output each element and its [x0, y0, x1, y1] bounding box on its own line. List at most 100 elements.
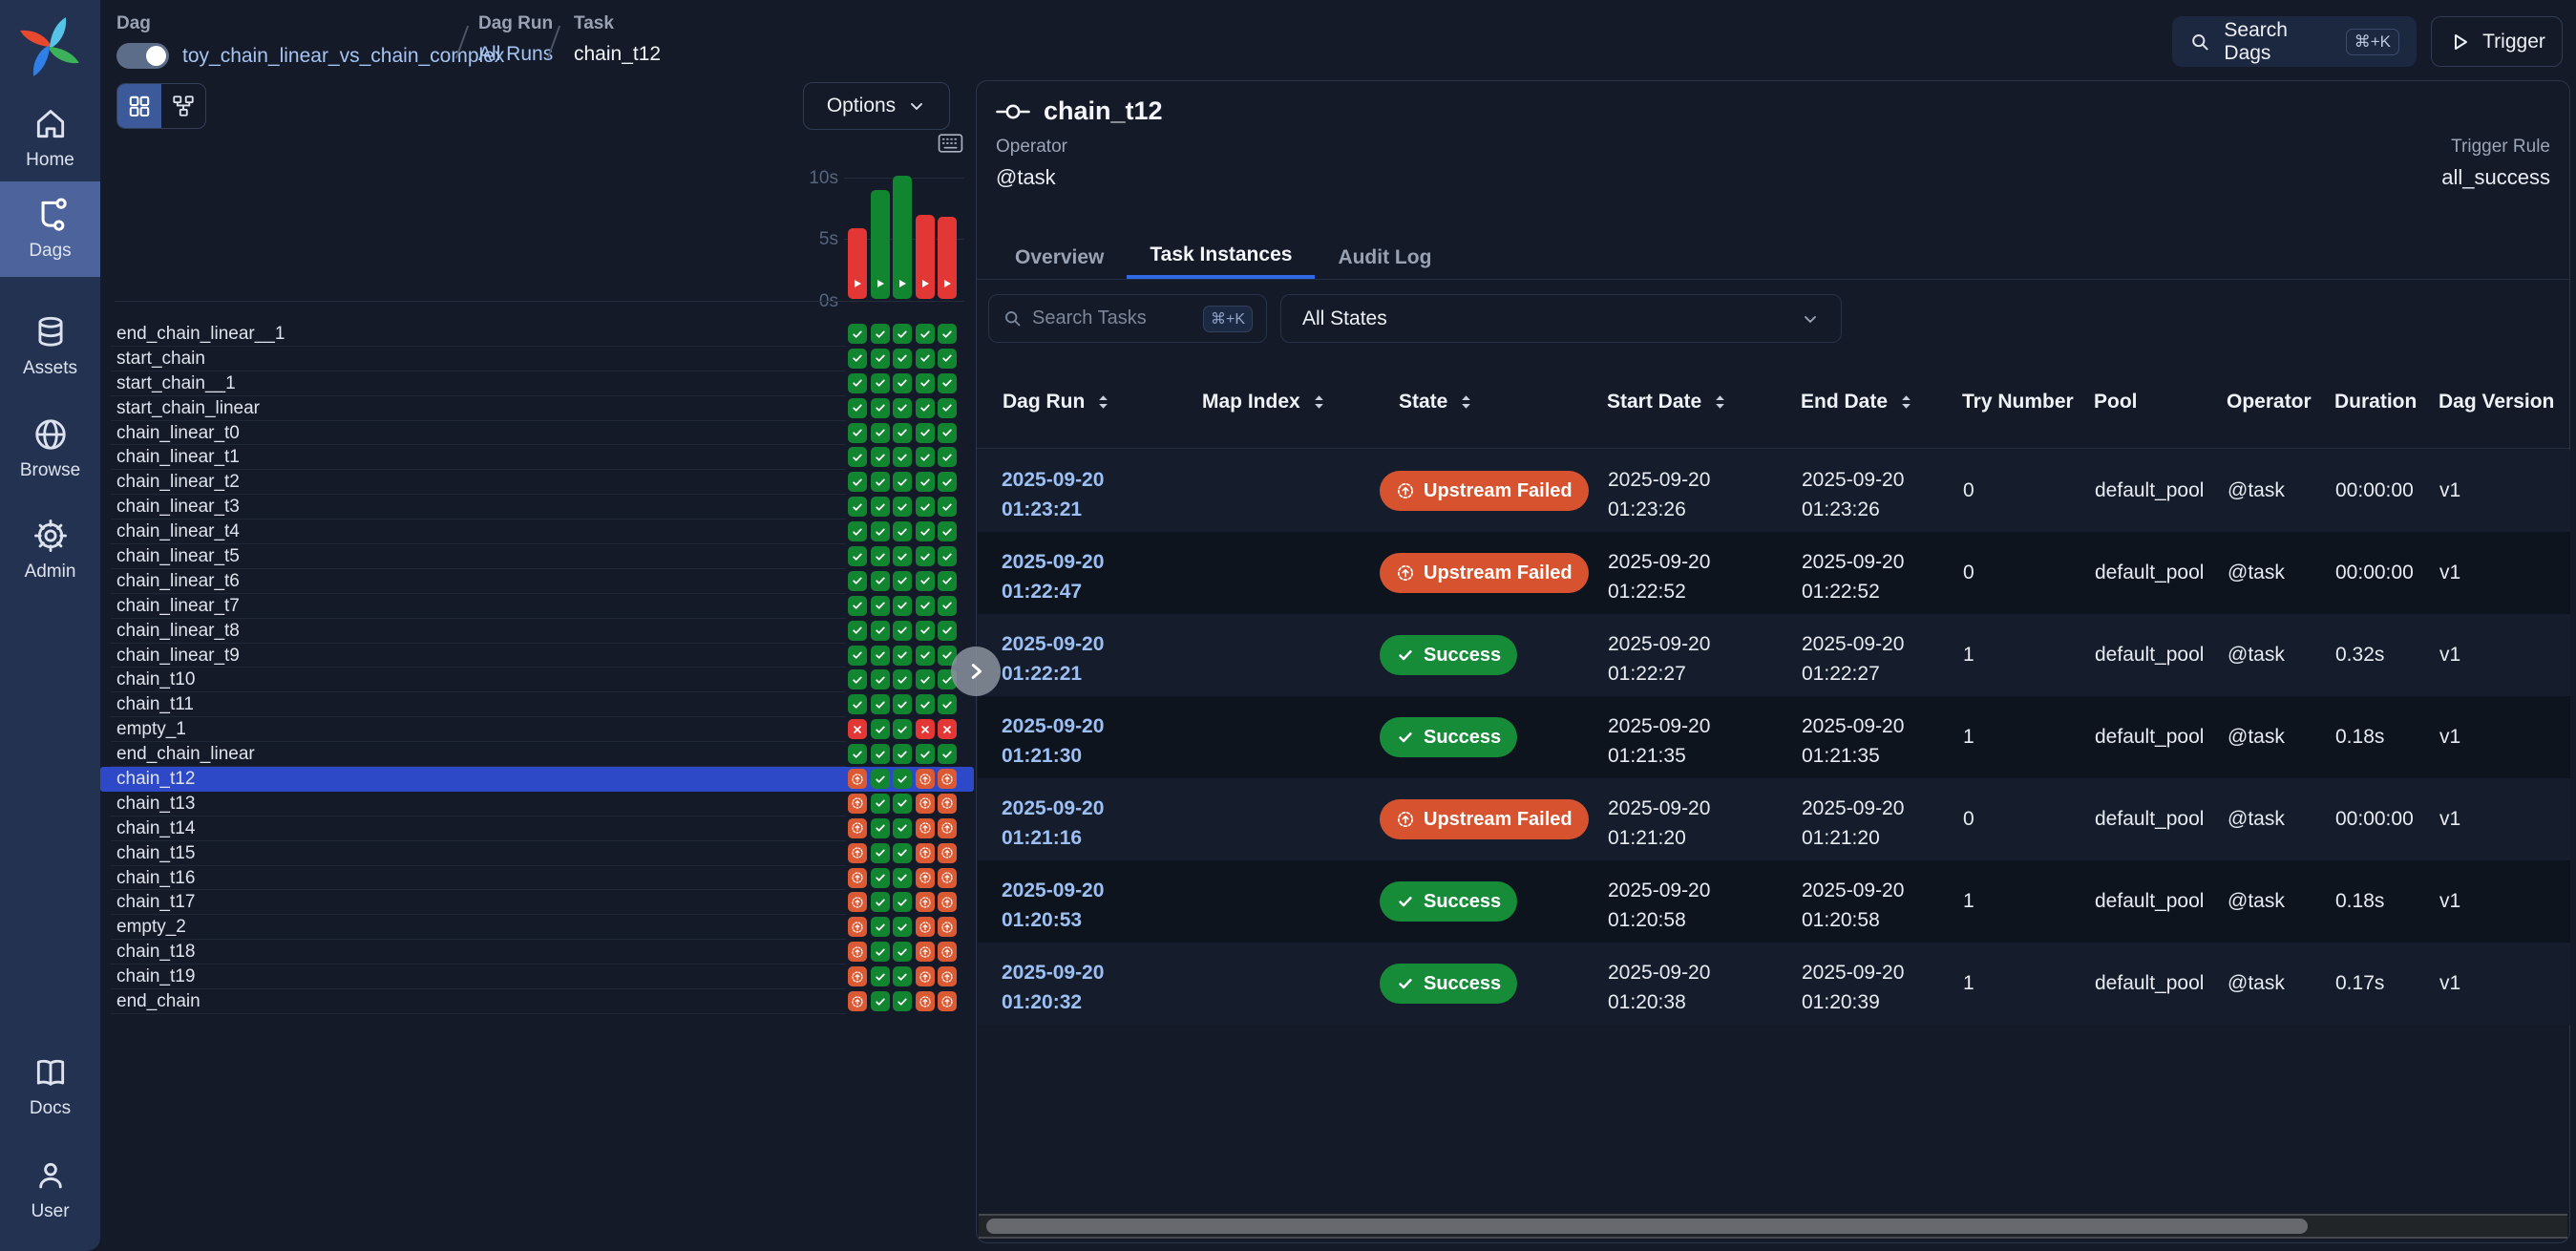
breadcrumb-dagrun-value[interactable]: All Runs: [478, 43, 554, 65]
task-instance-square-upstream_failed[interactable]: [848, 991, 867, 1012]
airflow-logo-icon[interactable]: [14, 11, 85, 82]
task-instance-square-success[interactable]: [893, 324, 912, 344]
task-instance-square-success[interactable]: [848, 372, 867, 393]
task-instance-square-upstream_failed[interactable]: [915, 917, 935, 938]
task-instance-square-success[interactable]: [938, 397, 957, 418]
search-tasks-input[interactable]: [1032, 307, 1193, 329]
task-instance-square-success[interactable]: [938, 744, 957, 765]
task-grid-row[interactable]: chain_linear_t5: [100, 544, 974, 569]
task-instance-square-success[interactable]: [848, 620, 867, 641]
task-instance-square-success[interactable]: [893, 719, 912, 740]
task-instance-square-upstream_failed[interactable]: [915, 892, 935, 913]
task-grid-row[interactable]: start_chain: [100, 347, 974, 371]
dag-pause-toggle[interactable]: [116, 43, 169, 69]
task-instance-square-success[interactable]: [848, 324, 867, 344]
task-instance-square-failed[interactable]: [938, 719, 957, 740]
task-instance-square-success[interactable]: [893, 595, 912, 616]
task-instance-square-upstream_failed[interactable]: [938, 842, 957, 863]
tab-task-instances[interactable]: Task Instances: [1127, 235, 1316, 280]
task-instance-square-upstream_failed[interactable]: [915, 817, 935, 838]
task-instance-square-upstream_failed[interactable]: [915, 793, 935, 814]
task-instance-square-success[interactable]: [848, 497, 867, 518]
task-instance-square-success[interactable]: [893, 991, 912, 1012]
task-grid-row[interactable]: end_chain: [100, 989, 974, 1014]
sort-icon[interactable]: [1094, 392, 1112, 412]
task-instance-square-success[interactable]: [870, 669, 890, 690]
task-instance-square-success[interactable]: [893, 645, 912, 666]
task-name[interactable]: chain_t12: [116, 768, 196, 789]
task-instance-square-upstream_failed[interactable]: [938, 917, 957, 938]
task-name[interactable]: chain_linear_t3: [116, 497, 240, 518]
task-instance-square-success[interactable]: [870, 769, 890, 790]
task-instance-square-success[interactable]: [893, 497, 912, 518]
task-grid-row[interactable]: chain_linear_t8: [100, 619, 974, 644]
task-instance-square-success[interactable]: [848, 595, 867, 616]
task-instance-square-success[interactable]: [893, 892, 912, 913]
task-instance-square-success[interactable]: [893, 372, 912, 393]
task-instance-square-success[interactable]: [848, 694, 867, 715]
task-instance-square-upstream_failed[interactable]: [915, 769, 935, 790]
task-instance-square-success[interactable]: [893, 769, 912, 790]
task-name[interactable]: chain_linear_t1: [116, 447, 240, 468]
task-instance-square-success[interactable]: [915, 422, 935, 443]
task-instance-square-success[interactable]: [915, 669, 935, 690]
task-name[interactable]: chain_t11: [116, 694, 194, 715]
task-instance-square-success[interactable]: [870, 447, 890, 468]
task-instance-square-success[interactable]: [915, 620, 935, 641]
task-instance-square-success[interactable]: [938, 497, 957, 518]
task-instance-square-success[interactable]: [870, 472, 890, 493]
task-instance-square-success[interactable]: [915, 472, 935, 493]
task-instance-square-success[interactable]: [915, 570, 935, 591]
task-instance-square-success[interactable]: [938, 324, 957, 344]
task-instance-square-success[interactable]: [893, 669, 912, 690]
task-instance-square-success[interactable]: [870, 422, 890, 443]
task-instance-square-success[interactable]: [870, 867, 890, 888]
column-header-map-index[interactable]: Map Index: [1202, 391, 1328, 413]
task-name[interactable]: chain_linear_t7: [116, 595, 240, 616]
task-grid-row[interactable]: chain_linear_t4: [100, 519, 974, 544]
task-name[interactable]: empty_1: [116, 719, 186, 740]
dag-run-link[interactable]: 2025-09-20 01:22:21: [1002, 633, 1105, 685]
task-instance-square-success[interactable]: [870, 991, 890, 1012]
task-instance-square-upstream_failed[interactable]: [938, 966, 957, 987]
task-instance-square-success[interactable]: [938, 372, 957, 393]
task-instance-square-success[interactable]: [915, 645, 935, 666]
task-name[interactable]: chain_t14: [116, 817, 196, 838]
task-instance-square-upstream_failed[interactable]: [915, 867, 935, 888]
task-instance-square-success[interactable]: [915, 694, 935, 715]
task-instance-square-success[interactable]: [938, 521, 957, 542]
task-instance-square-upstream_failed[interactable]: [915, 842, 935, 863]
task-instance-square-success[interactable]: [870, 570, 890, 591]
task-instance-square-success[interactable]: [893, 966, 912, 987]
task-name[interactable]: empty_2: [116, 917, 186, 938]
task-instance-square-upstream_failed[interactable]: [848, 917, 867, 938]
task-name[interactable]: chain_linear_t4: [116, 521, 240, 542]
task-instance-square-upstream_failed[interactable]: [848, 793, 867, 814]
task-grid-row[interactable]: chain_t10: [100, 668, 974, 693]
task-grid-row[interactable]: chain_linear_t6: [100, 569, 974, 594]
sort-icon[interactable]: [1711, 392, 1729, 412]
task-instance-square-success[interactable]: [870, 397, 890, 418]
column-header-start-date[interactable]: Start Date: [1607, 391, 1729, 413]
task-instance-square-success[interactable]: [870, 595, 890, 616]
task-instance-square-upstream_failed[interactable]: [938, 793, 957, 814]
sidebar-item-user[interactable]: User: [0, 1142, 100, 1238]
sort-icon[interactable]: [1897, 392, 1915, 412]
task-grid-row[interactable]: chain_t12: [100, 767, 974, 792]
task-grid-row[interactable]: chain_linear_t2: [100, 470, 974, 496]
task-instance-square-success[interactable]: [848, 521, 867, 542]
task-grid-row[interactable]: chain_t14: [100, 816, 974, 841]
task-instance-square-success[interactable]: [870, 546, 890, 567]
options-button[interactable]: Options: [803, 82, 950, 130]
task-instance-square-success[interactable]: [870, 348, 890, 369]
task-instance-square-success[interactable]: [915, 324, 935, 344]
task-name[interactable]: chain_t15: [116, 842, 196, 863]
dag-run-link[interactable]: 2025-09-20 01:20:53: [1002, 880, 1105, 931]
task-instance-square-success[interactable]: [848, 447, 867, 468]
task-name[interactable]: chain_linear_t8: [116, 620, 240, 641]
task-instance-square-success[interactable]: [938, 422, 957, 443]
dag-run-bar-failed[interactable]: [938, 217, 957, 299]
task-name[interactable]: start_chain: [116, 348, 205, 369]
column-header-end-date[interactable]: End Date: [1801, 391, 1915, 413]
task-grid-row[interactable]: chain_linear_t0: [100, 421, 974, 446]
